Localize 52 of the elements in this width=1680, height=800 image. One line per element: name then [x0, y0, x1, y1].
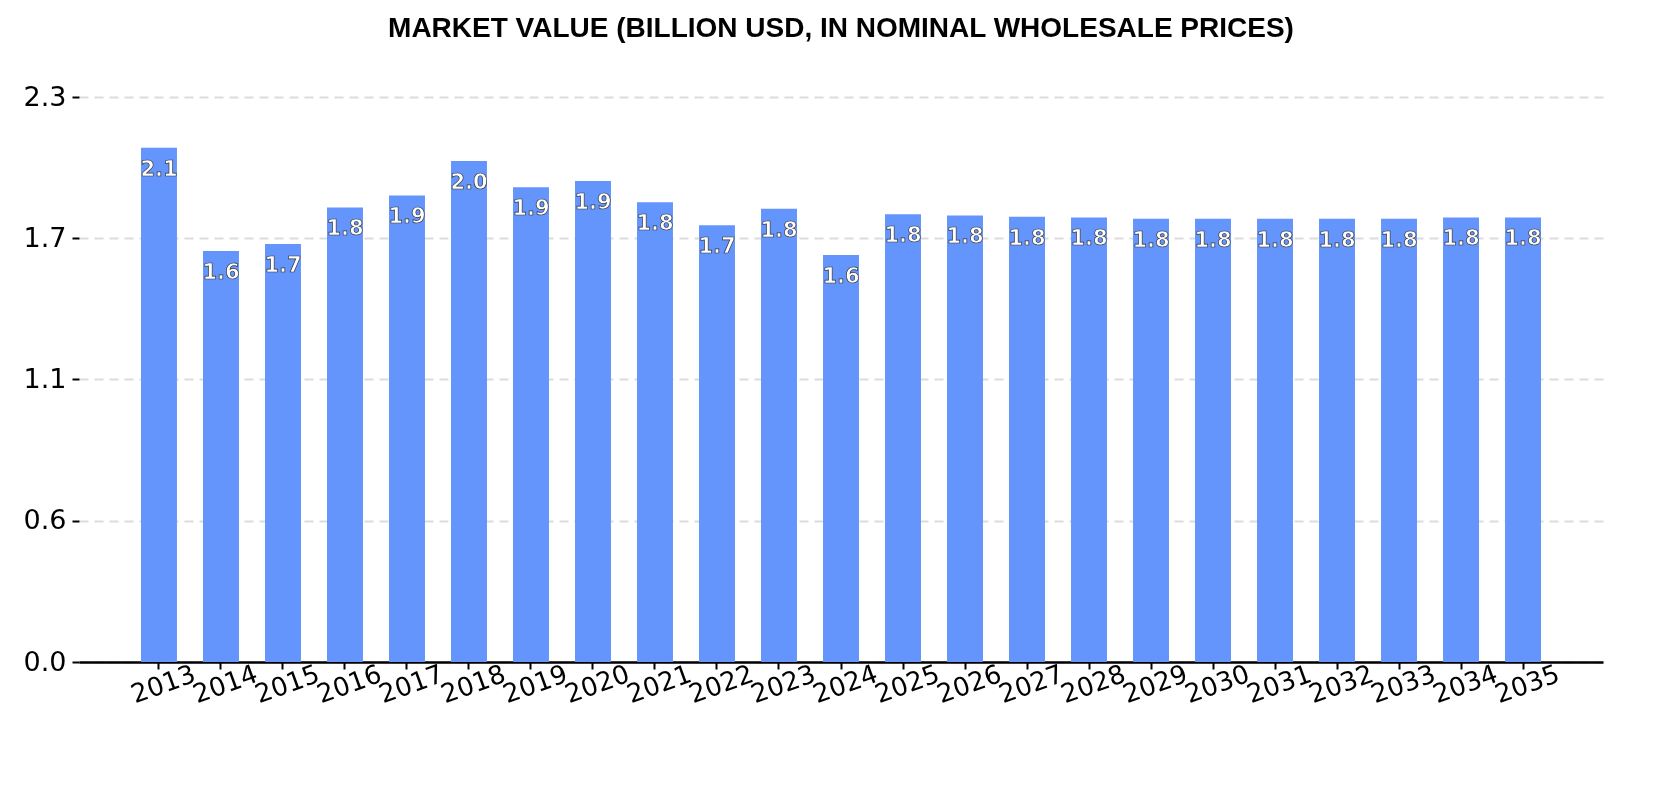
data-label: 2.1: [140, 156, 178, 181]
bar: [947, 215, 983, 662]
data-label: 1.8: [326, 216, 364, 241]
bar: [203, 250, 239, 662]
y-tick-label: 0.0: [23, 645, 67, 677]
bar: [575, 181, 611, 662]
bar: [327, 207, 363, 662]
data-label: 1.8: [760, 217, 798, 242]
data-label: 1.8: [1318, 227, 1356, 252]
bar: [699, 225, 735, 662]
data-label: 1.9: [574, 190, 612, 215]
y-tick-label: 0.6: [23, 504, 67, 536]
bar: [1257, 218, 1293, 662]
bar: [1319, 218, 1355, 662]
data-label: 1.8: [1070, 226, 1108, 251]
bar: [141, 147, 177, 662]
data-label: 1.7: [698, 234, 736, 259]
data-label: 1.6: [202, 259, 240, 284]
y-tick-label: 1.7: [23, 221, 67, 253]
data-label: 1.9: [388, 204, 426, 229]
chart-title: MARKET VALUE (BILLION USD, IN NOMINAL WHOLESALE PRICES): [388, 12, 1294, 43]
y-tick-label: 1.1: [23, 362, 67, 394]
data-label: 1.8: [1132, 227, 1170, 252]
bar: [761, 208, 797, 662]
data-label: 1.9: [512, 196, 550, 221]
data-label: 2.0: [450, 170, 488, 195]
bar: [823, 254, 859, 662]
bar: [1133, 218, 1169, 662]
bar: [1071, 217, 1107, 662]
data-label: 1.6: [822, 263, 860, 288]
data-label: 1.8: [636, 211, 674, 236]
bar: [1009, 216, 1045, 662]
bar: [1443, 217, 1479, 662]
data-label: 1.8: [884, 223, 922, 248]
bar: [265, 243, 301, 662]
data-label: 1.8: [1380, 227, 1418, 252]
data-label: 1.8: [946, 224, 984, 249]
data-label: 1.8: [1442, 226, 1480, 251]
bar: [451, 161, 487, 662]
bar: [1195, 218, 1231, 662]
data-label: 1.8: [1256, 227, 1294, 252]
bar: [1381, 218, 1417, 662]
data-label: 1.8: [1504, 226, 1542, 251]
y-tick-label: 2.3: [23, 80, 67, 112]
data-label: 1.8: [1194, 227, 1232, 252]
bar: [389, 195, 425, 662]
bar: [513, 187, 549, 662]
bar: [1505, 217, 1541, 662]
data-label: 1.7: [264, 252, 302, 277]
bar: [885, 214, 921, 662]
bar: [637, 202, 673, 662]
data-label: 1.8: [1008, 225, 1046, 250]
